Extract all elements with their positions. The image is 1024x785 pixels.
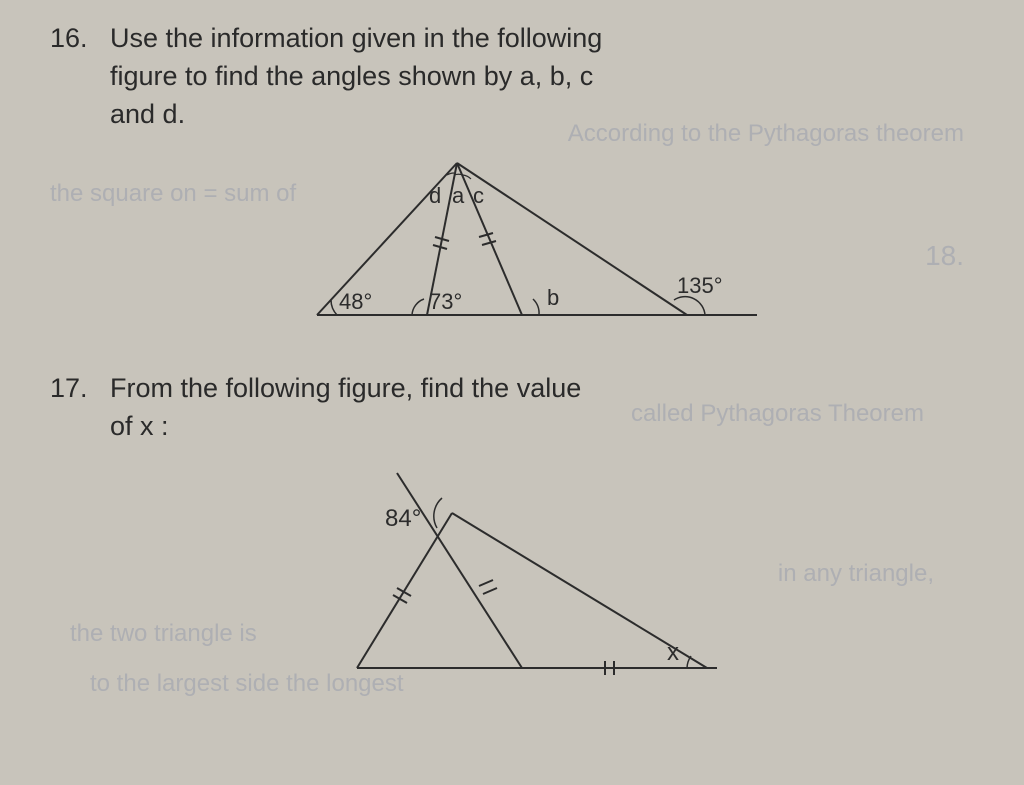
label-48: 48°: [339, 289, 372, 314]
q16-figure-wrap: d a c 48° 73° b 135°: [50, 145, 984, 345]
q17-line1: From the following figure, find the valu…: [110, 373, 581, 403]
q16-line3: and d.: [110, 99, 185, 129]
q16-line1: Use the information given in the followi…: [110, 23, 602, 53]
q17-figure: 84° x: [287, 458, 747, 698]
label-73: 73°: [429, 289, 462, 314]
label-135: 135°: [677, 273, 723, 298]
q16-text: Use the information given in the followi…: [110, 20, 984, 133]
question-16: 16. Use the information given in the fol…: [50, 20, 984, 345]
label-a: a: [452, 183, 465, 208]
q16-figure: d a c 48° 73° b 135°: [257, 145, 777, 345]
q16-line2: figure to find the angles shown by a, b,…: [110, 61, 593, 91]
label-c: c: [473, 183, 484, 208]
label-d: d: [429, 183, 441, 208]
q16-header: 16. Use the information given in the fol…: [50, 20, 984, 133]
q17-number: 17.: [50, 370, 98, 408]
q17-header: 17. From the following figure, find the …: [50, 370, 984, 446]
label-84: 84°: [385, 505, 421, 532]
label-b: b: [547, 285, 559, 310]
q17-text: From the following figure, find the valu…: [110, 370, 984, 446]
q17-line2: of x :: [110, 411, 169, 441]
question-17: 17. From the following figure, find the …: [50, 370, 984, 698]
q17-figure-wrap: 84° x: [50, 458, 984, 698]
q16-number: 16.: [50, 20, 98, 58]
label-x: x: [667, 639, 679, 666]
